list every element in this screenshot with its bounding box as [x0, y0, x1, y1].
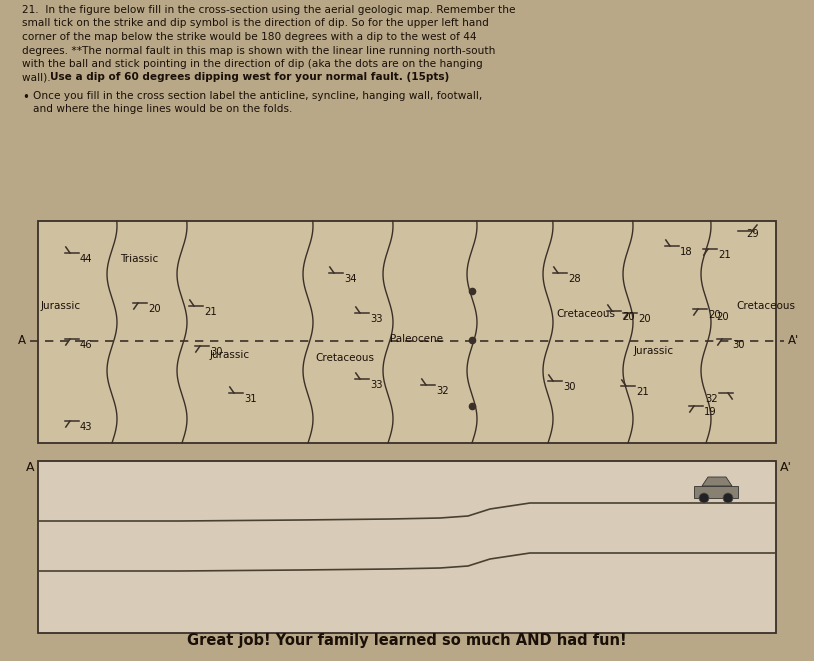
Text: 33: 33 — [370, 314, 383, 324]
Text: 43: 43 — [80, 422, 93, 432]
Text: small tick on the strike and dip symbol is the direction of dip. So for the uppe: small tick on the strike and dip symbol … — [22, 19, 489, 28]
Text: A: A — [18, 334, 26, 348]
Text: 18: 18 — [680, 247, 693, 257]
Text: Jurassic: Jurassic — [41, 301, 81, 311]
Text: 29: 29 — [746, 229, 759, 239]
Text: 20: 20 — [638, 314, 650, 324]
Text: 32: 32 — [706, 394, 718, 404]
Text: 28: 28 — [568, 274, 580, 284]
Bar — [694, 486, 738, 498]
Text: 30: 30 — [563, 382, 575, 392]
Text: Use a dip of 60 degrees dipping west for your normal fault. (15pts): Use a dip of 60 degrees dipping west for… — [50, 73, 449, 83]
Text: 21.  In the figure below fill in the cross-section using the aerial geologic map: 21. In the figure below fill in the cros… — [22, 5, 515, 15]
Text: 32: 32 — [436, 386, 449, 396]
Text: Triassic: Triassic — [120, 254, 158, 264]
Text: degrees. **The normal fault in this map is shown with the linear line running no: degrees. **The normal fault in this map … — [22, 46, 496, 56]
Text: 19: 19 — [704, 407, 717, 417]
Text: 21: 21 — [636, 387, 649, 397]
Text: A': A' — [780, 461, 792, 474]
Text: 21: 21 — [718, 250, 731, 260]
Text: 44: 44 — [80, 254, 93, 264]
Text: Paleocene: Paleocene — [390, 334, 443, 344]
Text: Jurassic: Jurassic — [634, 346, 674, 356]
Text: A': A' — [788, 334, 799, 348]
Text: 20: 20 — [622, 312, 635, 322]
Text: 20: 20 — [148, 304, 160, 314]
Circle shape — [723, 493, 733, 503]
Text: 46: 46 — [80, 340, 93, 350]
Text: 21: 21 — [204, 307, 217, 317]
Bar — [38, 461, 776, 633]
Text: with the ball and stick pointing in the direction of dip (aka the dots are on th: with the ball and stick pointing in the … — [22, 59, 483, 69]
Text: Once you fill in the cross section label the anticline, syncline, hanging wall, : Once you fill in the cross section label… — [33, 91, 482, 101]
Text: Jurassic: Jurassic — [210, 350, 250, 360]
Text: 20: 20 — [716, 312, 729, 322]
Text: 30: 30 — [210, 347, 222, 357]
Text: Cretaceous: Cretaceous — [556, 309, 615, 319]
Text: 20: 20 — [708, 310, 720, 320]
Text: wall).: wall). — [22, 73, 54, 83]
Text: corner of the map below the strike would be 180 degrees with a dip to the west o: corner of the map below the strike would… — [22, 32, 476, 42]
Text: •: • — [22, 91, 28, 104]
Text: A: A — [25, 461, 34, 474]
Text: 31: 31 — [244, 394, 256, 404]
Text: 33: 33 — [370, 380, 383, 390]
Text: Great job! Your family learned so much AND had fun!: Great job! Your family learned so much A… — [187, 633, 627, 648]
Text: 34: 34 — [344, 274, 357, 284]
Text: and where the hinge lines would be on the folds.: and where the hinge lines would be on th… — [33, 104, 292, 114]
Text: 30: 30 — [732, 340, 745, 350]
Text: Cretaceous: Cretaceous — [736, 301, 795, 311]
Text: Cretaceous: Cretaceous — [315, 353, 374, 363]
Polygon shape — [702, 477, 732, 486]
Circle shape — [699, 493, 709, 503]
Bar — [38, 221, 776, 443]
